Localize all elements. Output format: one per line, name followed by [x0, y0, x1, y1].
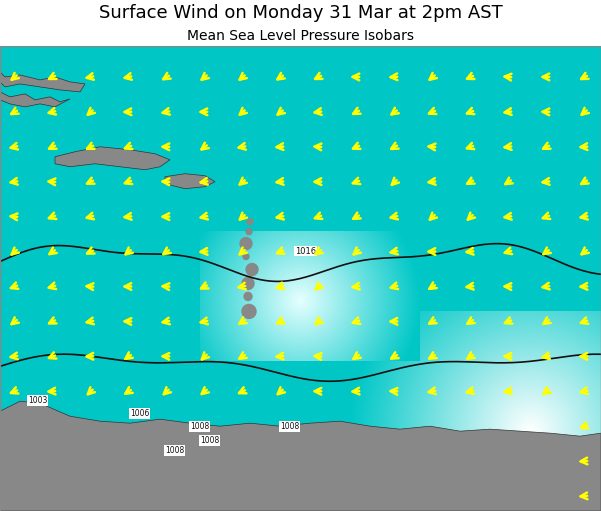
Circle shape	[243, 264, 255, 275]
Text: 1016: 1016	[295, 246, 316, 256]
Text: 1006: 1006	[130, 409, 150, 418]
Circle shape	[243, 305, 257, 318]
Text: Surface Wind on Monday 31 Mar at 2pm AST: Surface Wind on Monday 31 Mar at 2pm AST	[99, 4, 502, 22]
Polygon shape	[0, 92, 70, 107]
Text: 1003: 1003	[28, 396, 47, 405]
Text: 1008: 1008	[165, 446, 185, 455]
Polygon shape	[165, 174, 215, 189]
Text: 1008: 1008	[190, 422, 209, 431]
Circle shape	[242, 276, 256, 290]
Polygon shape	[0, 72, 85, 92]
Circle shape	[241, 218, 249, 226]
Polygon shape	[55, 147, 170, 170]
Text: 1008: 1008	[280, 422, 299, 431]
Polygon shape	[0, 401, 601, 511]
Text: 1008: 1008	[200, 436, 219, 445]
Circle shape	[245, 289, 259, 304]
Circle shape	[243, 225, 257, 239]
Circle shape	[241, 249, 255, 264]
Text: Mean Sea Level Pressure Isobars: Mean Sea Level Pressure Isobars	[187, 29, 414, 43]
Circle shape	[241, 237, 255, 250]
